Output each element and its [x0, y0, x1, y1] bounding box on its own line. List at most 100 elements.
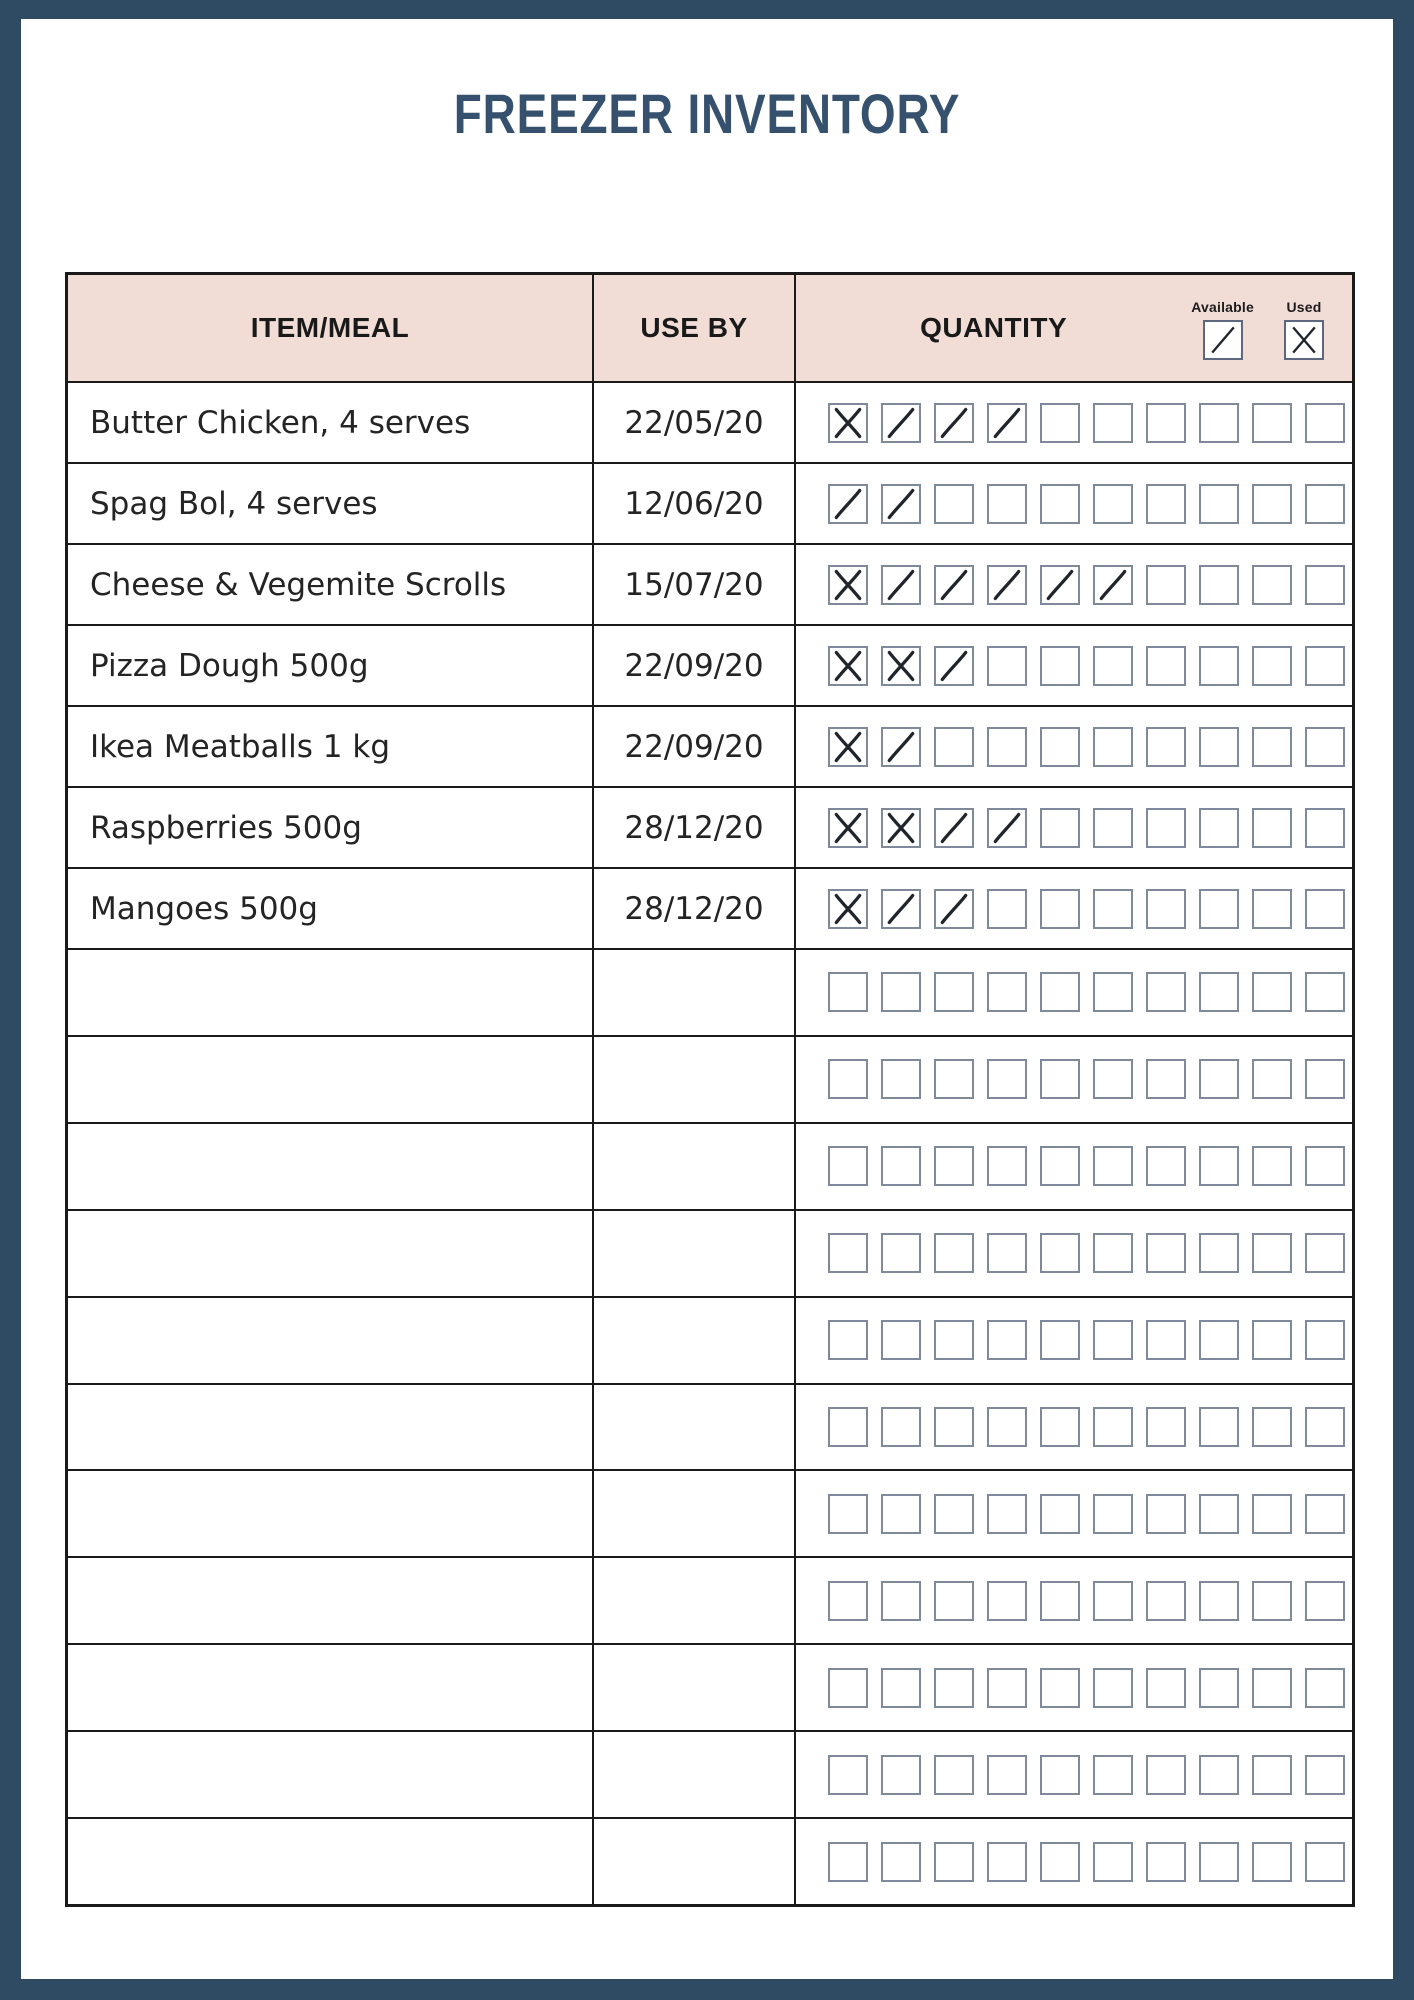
- checkbox-available[interactable]: [881, 888, 921, 929]
- checkbox-empty[interactable]: [1305, 888, 1345, 929]
- checkbox-empty[interactable]: [1199, 645, 1239, 686]
- checkbox-empty[interactable]: [987, 1233, 1027, 1274]
- checkbox-empty[interactable]: [1199, 1146, 1239, 1187]
- checkbox-empty[interactable]: [828, 972, 868, 1013]
- checkbox-empty[interactable]: [881, 1233, 921, 1274]
- checkbox-empty[interactable]: [934, 1233, 974, 1274]
- checkbox-empty[interactable]: [987, 888, 1027, 929]
- checkbox-empty[interactable]: [1146, 1667, 1186, 1708]
- checkbox-empty[interactable]: [1199, 1233, 1239, 1274]
- checkbox-empty[interactable]: [1199, 483, 1239, 524]
- checkbox-empty[interactable]: [1040, 1059, 1080, 1100]
- checkbox-empty[interactable]: [934, 1320, 974, 1361]
- checkbox-empty[interactable]: [987, 1493, 1027, 1534]
- checkbox-empty[interactable]: [1305, 1059, 1345, 1100]
- checkbox-empty[interactable]: [1199, 1059, 1239, 1100]
- checkbox-empty[interactable]: [1040, 1841, 1080, 1882]
- checkbox-available[interactable]: [881, 726, 921, 767]
- checkbox-empty[interactable]: [828, 1667, 868, 1708]
- checkbox-empty[interactable]: [1146, 1580, 1186, 1621]
- checkbox-empty[interactable]: [828, 1580, 868, 1621]
- checkbox-used[interactable]: [881, 807, 921, 848]
- checkbox-empty[interactable]: [1040, 972, 1080, 1013]
- checkbox-empty[interactable]: [1252, 1146, 1292, 1187]
- checkbox-available[interactable]: [987, 402, 1027, 443]
- checkbox-available[interactable]: [934, 807, 974, 848]
- checkbox-empty[interactable]: [1093, 807, 1133, 848]
- checkbox-empty[interactable]: [1252, 483, 1292, 524]
- checkbox-empty[interactable]: [1146, 1841, 1186, 1882]
- checkbox-empty[interactable]: [1040, 402, 1080, 443]
- checkbox-empty[interactable]: [934, 1493, 974, 1534]
- checkbox-empty[interactable]: [1252, 1667, 1292, 1708]
- checkbox-empty[interactable]: [1040, 645, 1080, 686]
- checkbox-empty[interactable]: [1093, 1406, 1133, 1447]
- checkbox-empty[interactable]: [1093, 1233, 1133, 1274]
- checkbox-empty[interactable]: [987, 1754, 1027, 1795]
- checkbox-empty[interactable]: [1199, 1667, 1239, 1708]
- checkbox-empty[interactable]: [1093, 1754, 1133, 1795]
- checkbox-empty[interactable]: [1199, 807, 1239, 848]
- checkbox-available[interactable]: [987, 807, 1027, 848]
- checkbox-empty[interactable]: [1305, 1406, 1345, 1447]
- checkbox-empty[interactable]: [881, 972, 921, 1013]
- checkbox-empty[interactable]: [1305, 1493, 1345, 1534]
- checkbox-empty[interactable]: [1040, 1493, 1080, 1534]
- checkbox-empty[interactable]: [1146, 807, 1186, 848]
- checkbox-empty[interactable]: [1305, 483, 1345, 524]
- checkbox-empty[interactable]: [1199, 1320, 1239, 1361]
- checkbox-empty[interactable]: [1252, 1754, 1292, 1795]
- checkbox-empty[interactable]: [1146, 1320, 1186, 1361]
- checkbox-empty[interactable]: [1252, 1493, 1292, 1534]
- checkbox-empty[interactable]: [1305, 645, 1345, 686]
- checkbox-empty[interactable]: [1093, 726, 1133, 767]
- checkbox-empty[interactable]: [1146, 972, 1186, 1013]
- checkbox-empty[interactable]: [881, 1059, 921, 1100]
- checkbox-empty[interactable]: [934, 726, 974, 767]
- checkbox-empty[interactable]: [881, 1667, 921, 1708]
- checkbox-empty[interactable]: [1305, 726, 1345, 767]
- checkbox-empty[interactable]: [1093, 888, 1133, 929]
- checkbox-empty[interactable]: [828, 1059, 868, 1100]
- checkbox-empty[interactable]: [881, 1146, 921, 1187]
- checkbox-available[interactable]: [881, 402, 921, 443]
- checkbox-empty[interactable]: [1199, 726, 1239, 767]
- checkbox-empty[interactable]: [1305, 807, 1345, 848]
- checkbox-available[interactable]: [881, 564, 921, 605]
- checkbox-empty[interactable]: [1199, 1754, 1239, 1795]
- checkbox-empty[interactable]: [881, 1580, 921, 1621]
- checkbox-empty[interactable]: [1252, 1059, 1292, 1100]
- checkbox-empty[interactable]: [987, 1580, 1027, 1621]
- checkbox-empty[interactable]: [1093, 402, 1133, 443]
- checkbox-empty[interactable]: [1040, 1233, 1080, 1274]
- checkbox-empty[interactable]: [1305, 1754, 1345, 1795]
- checkbox-used[interactable]: [828, 807, 868, 848]
- checkbox-empty[interactable]: [1199, 564, 1239, 605]
- checkbox-empty[interactable]: [1093, 645, 1133, 686]
- checkbox-empty[interactable]: [1199, 1406, 1239, 1447]
- checkbox-empty[interactable]: [1305, 1233, 1345, 1274]
- checkbox-empty[interactable]: [1252, 645, 1292, 686]
- checkbox-empty[interactable]: [934, 1841, 974, 1882]
- checkbox-empty[interactable]: [1252, 402, 1292, 443]
- checkbox-empty[interactable]: [1146, 1493, 1186, 1534]
- checkbox-used[interactable]: [828, 564, 868, 605]
- checkbox-available[interactable]: [934, 564, 974, 605]
- checkbox-empty[interactable]: [1252, 1320, 1292, 1361]
- checkbox-empty[interactable]: [1252, 888, 1292, 929]
- checkbox-empty[interactable]: [934, 1580, 974, 1621]
- checkbox-used[interactable]: [881, 645, 921, 686]
- checkbox-empty[interactable]: [1305, 1146, 1345, 1187]
- checkbox-empty[interactable]: [1305, 1320, 1345, 1361]
- checkbox-empty[interactable]: [1146, 564, 1186, 605]
- checkbox-empty[interactable]: [881, 1320, 921, 1361]
- checkbox-empty[interactable]: [881, 1493, 921, 1534]
- checkbox-empty[interactable]: [1146, 1754, 1186, 1795]
- checkbox-empty[interactable]: [1199, 972, 1239, 1013]
- checkbox-available[interactable]: [934, 888, 974, 929]
- checkbox-empty[interactable]: [1093, 1841, 1133, 1882]
- checkbox-empty[interactable]: [1305, 402, 1345, 443]
- checkbox-empty[interactable]: [934, 972, 974, 1013]
- checkbox-empty[interactable]: [1040, 1580, 1080, 1621]
- checkbox-empty[interactable]: [1199, 1493, 1239, 1534]
